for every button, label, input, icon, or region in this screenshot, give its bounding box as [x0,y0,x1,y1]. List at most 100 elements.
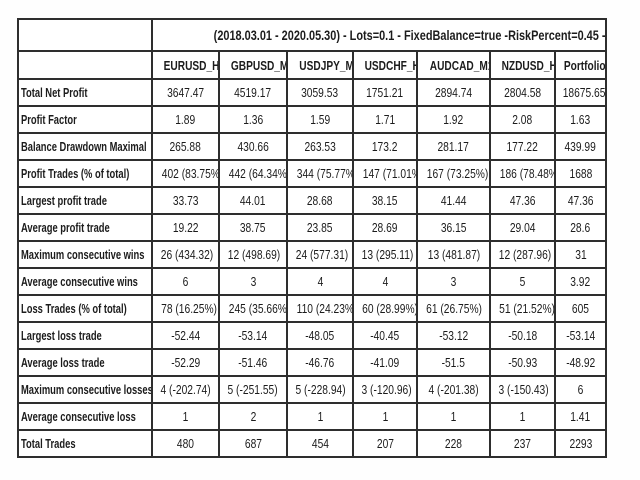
table-cell-text: -53.14 [238,328,268,343]
table-cell: 1.71 [352,105,418,134]
table-cell: -53.12 [416,321,491,350]
table-cell-text: 38.75 [240,220,266,235]
row-label-text: Average consecutive wins [21,274,138,289]
table-cell: 1751.21 [352,78,418,107]
row-label-text: Average consecutive loss [21,409,136,424]
table-cell: 38.15 [352,186,418,215]
table-cell-text: 1.36 [243,112,263,127]
table-cell: 1 [489,402,556,431]
table-cell-text: 33.73 [172,193,199,208]
table-cell: 60 (28.99%) [352,294,418,323]
row-label-text: Total Net Profit [21,85,88,100]
table-cell-text: 41.44 [440,193,467,208]
row-label-text: Maximum consecutive losses [21,382,152,397]
table-cell: 19.22 [151,213,220,242]
table-cell: 263.53 [286,132,354,161]
table-cell-text: 5 (-251.55) [227,382,279,397]
table-cell-text: -50.93 [507,355,538,370]
column-header: AUDCAD_M15 [416,50,491,80]
table-cell: 442 (64.34%) [218,159,288,188]
column-header-text: AUDCAD_M15 [429,57,488,73]
table-row: Average loss trade -52.29 -51.46 -46.76 -41.… [17,348,608,377]
table-row: Total Net Profit 3647.47 4519.17 3059.53 175… [17,78,608,107]
table-cell-text: 167 (73.25%) [426,166,489,181]
table-cell: 5 [489,267,556,296]
table-row: Balance Drawdown Maximal 265.88 430.66 263.… [17,132,608,161]
row-label-text: Total Trades [21,436,76,451]
row-label: Balance Drawdown Maximal [17,132,153,161]
table-cell-text: 4 (-201.38) [428,382,479,397]
row-label: Maximum consecutive wins [17,240,153,269]
table-cell: 439.99 [553,132,608,161]
table-cell: 430.66 [218,132,288,161]
table-cell-text: 4 [317,274,323,289]
table-cell: 3 [416,267,491,296]
table-cell: 61 (26.75%) [416,294,491,323]
column-header-row: EURUSD_H1 GBPUSD_M5 USDJPY_M30 USDCHF_H8 AUD… [17,50,608,80]
table-cell: 33.73 [151,186,220,215]
table-cell-text: 147 (71.01%) [362,166,415,181]
table-cell: 281.17 [416,132,491,161]
table-cell: 6 [151,267,220,296]
column-header: Portfolio [553,50,608,80]
table-cell: 44.01 [218,186,288,215]
report-title: (2018.03.01 - 2020.05.30) - Lots=0.1 - F… [150,18,608,52]
table-cell-text: 36.15 [440,220,467,235]
table-cell-text: 228 [444,436,463,451]
table-cell-text: 1751.21 [366,85,404,100]
table-cell: 3 (-150.43) [489,375,556,404]
table-cell: 36.15 [416,213,491,242]
row-label-text: Maximum consecutive wins [21,247,145,262]
row-label-text: Balance Drawdown Maximal [21,139,147,154]
table-cell: -52.44 [151,321,220,350]
table-cell: 4 [352,267,418,296]
table-cell-text: 1.71 [375,112,395,127]
row-label-text: Profit Factor [21,112,77,127]
table-cell-text: -53.12 [438,328,469,343]
table-row: Average consecutive loss 1 2 1 1 1 1 1.41 [17,402,608,431]
table-cell: 167 (73.25%) [416,159,491,188]
table-cell-text: 61 (26.75%) [426,301,482,316]
table-cell-text: 3 [450,274,457,289]
table-cell: 4 (-202.74) [151,375,220,404]
row-label: Profit Trades (% of total) [17,159,153,188]
table-cell: 78 (16.25%) [151,294,220,323]
table-cell: -40.45 [352,321,418,350]
table-cell-text: 5 (-228.94) [295,382,346,397]
column-header-text: USDCHF_H8 [364,57,415,73]
table-cell: 2894.74 [416,78,491,107]
table-cell-text: 1.89 [175,112,196,127]
table-cell-text: 60 (28.99%) [362,301,417,316]
table-cell-text: 430.66 [237,139,269,154]
table-cell-text: 26 (434.32) [160,247,214,262]
table-cell: 228 [416,429,491,458]
table-cell-text: 3 (-150.43) [498,382,549,397]
table-cell-text: 13 (481.87) [427,247,480,262]
row-label: Average loss trade [17,348,153,377]
row-label: Average consecutive loss [17,402,153,431]
row-label: Largest profit trade [17,186,153,215]
table-cell-text: 2.08 [512,112,533,127]
table-cell: 454 [286,429,354,458]
table-cell-text: 28.6 [570,220,591,235]
table-cell: 344 (75.77%) [286,159,354,188]
table-cell: 177.22 [489,132,556,161]
table-cell-text: 29.04 [509,220,536,235]
table-cell-text: 1 [450,409,457,424]
table-row: Largest profit trade 33.73 44.01 28.68 38.15… [17,186,608,215]
table-cell: 41.44 [416,186,491,215]
table-cell-text: 51 (21.52%) [499,301,555,316]
table-cell-text: 1.59 [310,112,330,127]
table-cell-text: -52.44 [170,328,201,343]
table-cell-text: -53.14 [565,328,596,343]
table-cell: 18675.65 [553,78,608,107]
table-cell-text: 263.53 [304,139,336,154]
table-cell-text: 110 (24.23%) [296,301,353,316]
table-cell-text: 480 [176,436,195,451]
column-header-text: EURUSD_H1 [163,57,219,73]
table-cell-text: 18675.65 [562,85,606,100]
table-cell: 31 [553,240,608,269]
table-cell: 1 [416,402,491,431]
table-cell-text: 28.68 [307,193,333,208]
table-cell: 3.92 [553,267,608,296]
